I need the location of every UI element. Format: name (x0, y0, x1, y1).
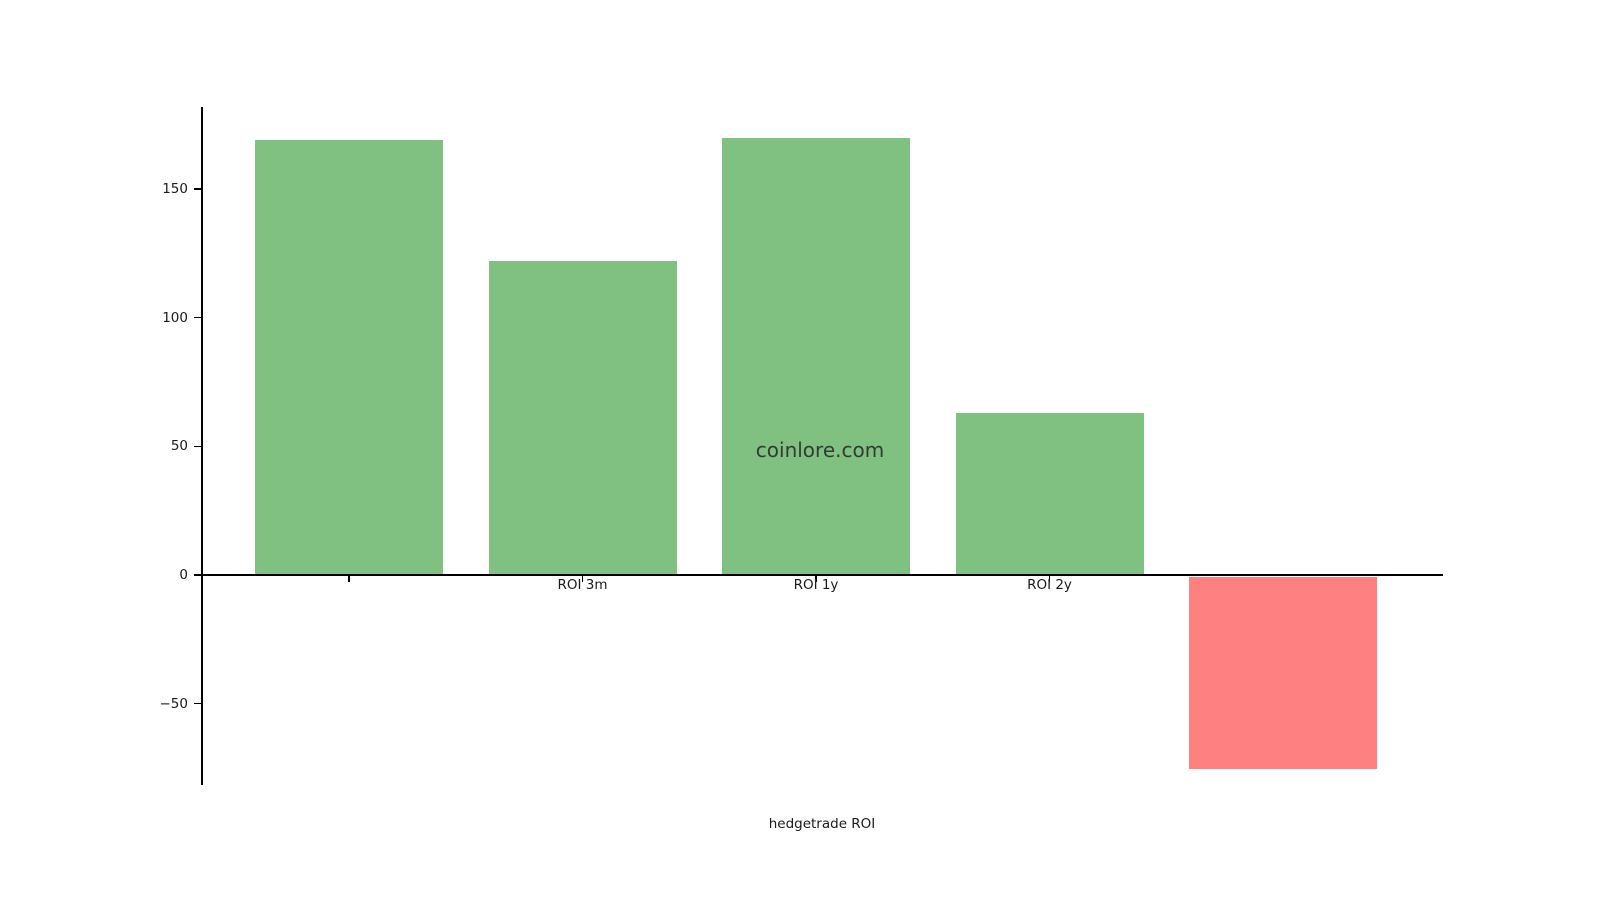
watermark: coinlore.com (755, 438, 885, 462)
y-axis-spine (201, 107, 203, 785)
x-axis-line (201, 574, 1443, 576)
y-tick-label: 0 (179, 567, 188, 583)
chart-title: hedgetrade ROI (768, 816, 876, 832)
y-tick-label: −50 (159, 695, 189, 712)
y-tick (194, 316, 201, 319)
y-tick (194, 188, 201, 190)
y-tick (194, 702, 201, 705)
x-tick-label: ROI 3m (557, 576, 608, 593)
x-tick-label: ROI 1y (793, 576, 839, 593)
x-tick (581, 575, 584, 582)
x-tick-label: ROI 2y (1027, 576, 1072, 593)
y-tick-label: 50 (170, 438, 188, 455)
bar-roi-1y (722, 137, 910, 575)
bar-roi-2y (955, 412, 1144, 575)
x-tick (1048, 575, 1051, 582)
y-tick (194, 574, 201, 576)
x-tick (815, 575, 817, 582)
bar-roi-3m (488, 261, 677, 575)
y-tick (194, 445, 201, 448)
x-tick (348, 575, 350, 582)
bar-series-5 (1189, 576, 1377, 770)
bar-series-1 (255, 140, 443, 575)
y-tick-label: 150 (162, 181, 188, 198)
y-tick-label: 100 (162, 309, 188, 326)
